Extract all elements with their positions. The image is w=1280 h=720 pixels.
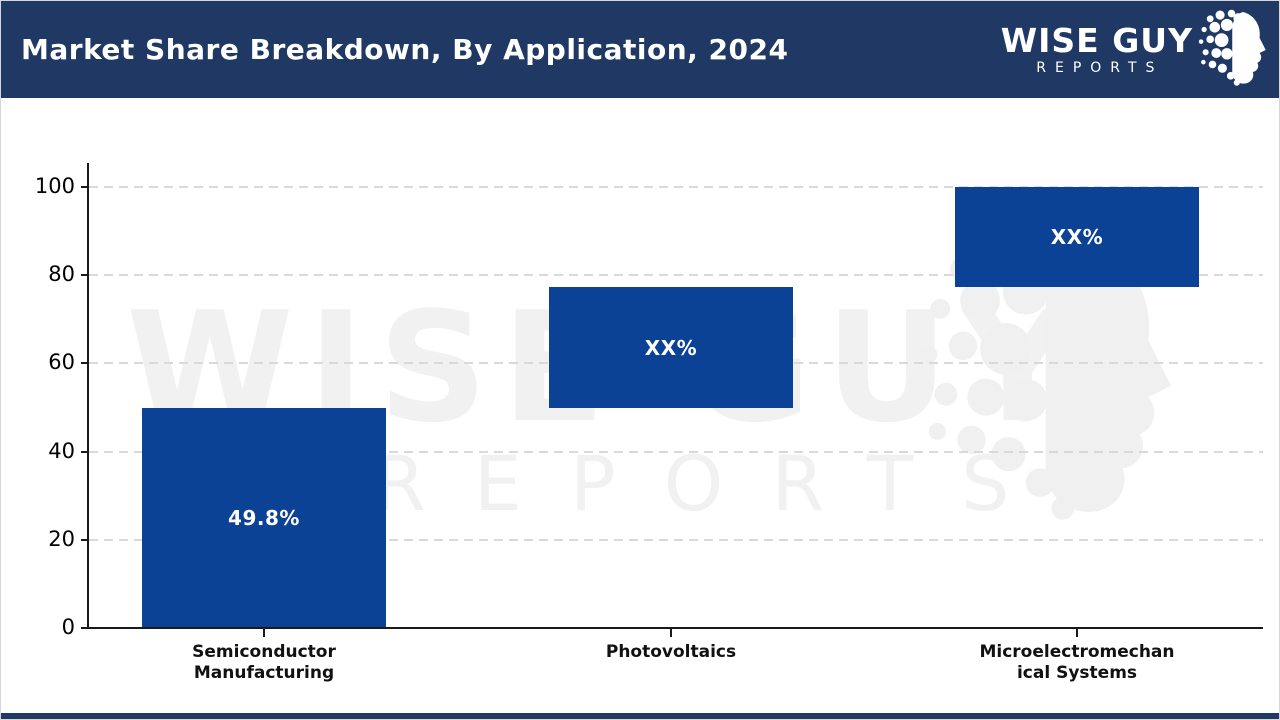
- x-tick-photovoltaics: [670, 629, 672, 637]
- y-tick-80: [81, 274, 89, 277]
- gridline-100: [89, 186, 1263, 188]
- x-axis-label-microelectromechanical-systems: Microelectromechan ical Systems: [979, 642, 1175, 683]
- y-tick-label-20: 20: [48, 526, 75, 551]
- x-tick-microelectromechanical-systems: [1076, 629, 1078, 637]
- page-title: Market Share Breakdown, By Application, …: [21, 33, 789, 66]
- gridline-40: [89, 450, 1263, 453]
- y-tick-label-100: 100: [34, 174, 75, 198]
- gridline-20: [89, 538, 1263, 541]
- y-tick-40: [81, 450, 89, 453]
- y-tick-100: [81, 186, 89, 188]
- y-tick-label-0: 0: [61, 615, 75, 639]
- y-tick-label-40: 40: [48, 438, 75, 463]
- y-tick-label-60: 60: [48, 350, 75, 375]
- bar-value-label: 49.8%: [228, 506, 300, 531]
- x-tick-semiconductor-manufacturing: [263, 629, 265, 637]
- gridline-80: [89, 274, 1263, 277]
- wiseguy-logo-text: WISE GUY REPORTS: [1000, 20, 1193, 77]
- wiseguy-head-icon: [1198, 9, 1266, 86]
- bar-value-label: XX%: [1050, 225, 1104, 250]
- logo-sub-text: REPORTS: [1036, 59, 1164, 76]
- bar-semiconductor-manufacturing: 49.8%: [142, 408, 386, 628]
- logo-name-text: WISE GUY: [1000, 20, 1193, 60]
- bar-value-label: XX%: [644, 335, 698, 360]
- x-axis-label-semiconductor-manufacturing: Semiconductor Manufacturing: [192, 642, 336, 683]
- y-tick-20: [81, 538, 89, 541]
- y-tick-60: [81, 362, 89, 365]
- footer-accent-bar: [1, 713, 1279, 719]
- header-bar: Market Share Breakdown, By Application, …: [1, 1, 1279, 98]
- wiseguy-logo: WISE GUY REPORTS: [1001, 8, 1271, 92]
- x-axis-label-photovoltaics: Photovoltaics: [605, 642, 737, 662]
- bar-microelectromechanical-systems: XX%: [955, 187, 1199, 288]
- x-axis-line: [87, 627, 1263, 629]
- bar-photovoltaics: XX%: [549, 287, 793, 409]
- y-tick-label-80: 80: [48, 262, 75, 287]
- y-tick-0: [81, 627, 89, 629]
- y-axis-line: [87, 163, 89, 628]
